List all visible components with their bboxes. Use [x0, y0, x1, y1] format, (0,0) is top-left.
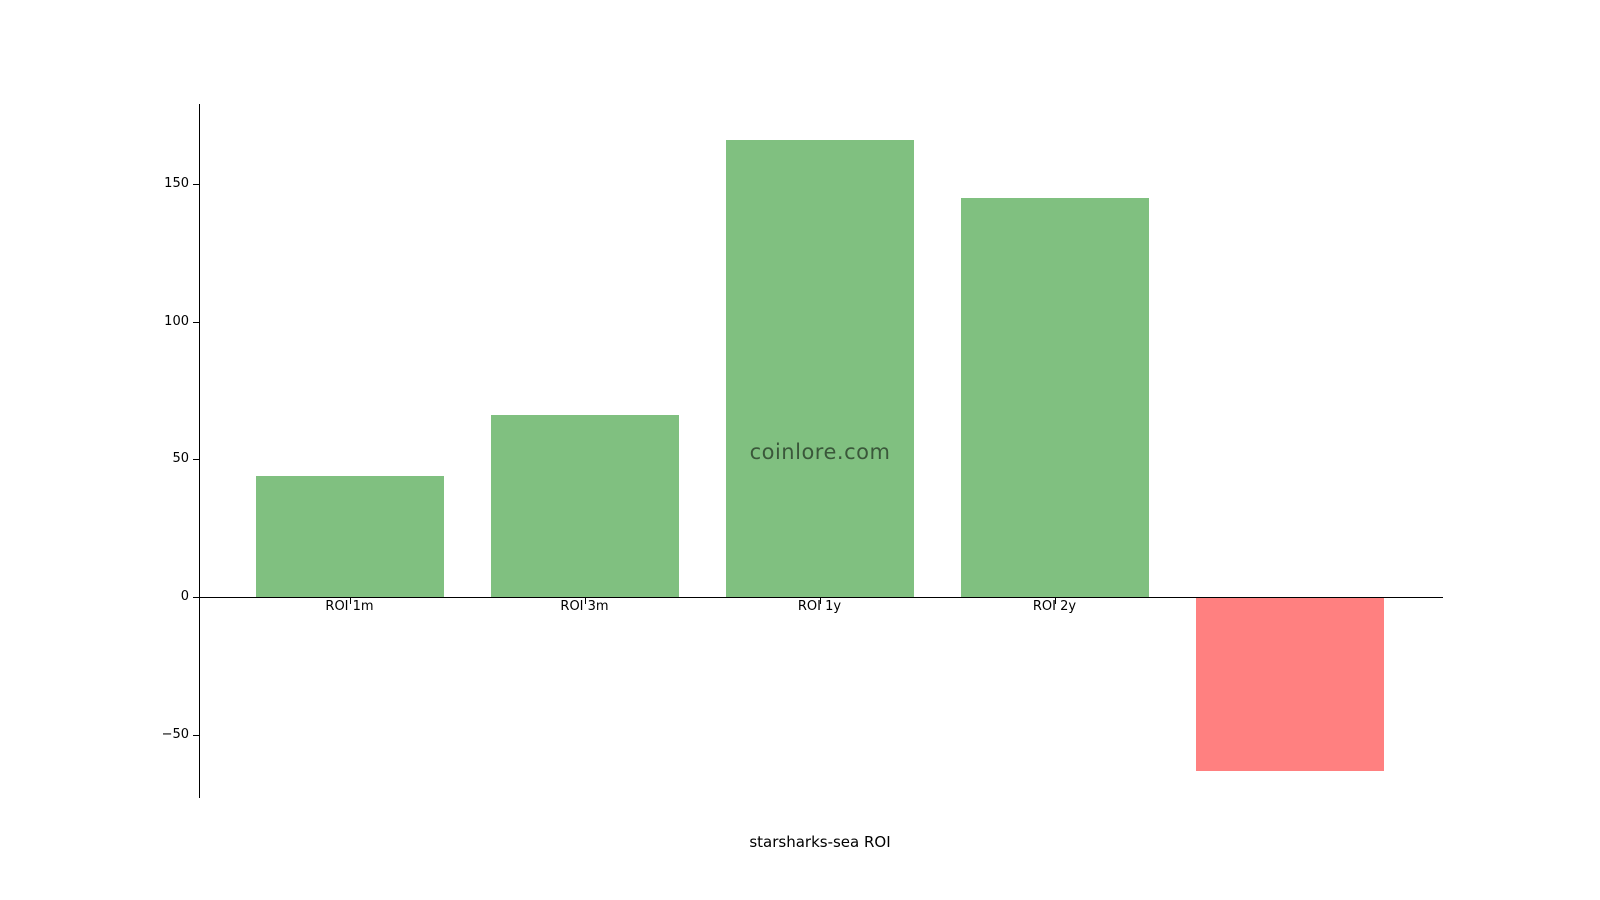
y-axis-spine — [199, 104, 200, 798]
x-tick-label: ROI 1y — [797, 599, 842, 614]
x-tick-mark — [819, 598, 821, 604]
bar-roi-2y — [960, 197, 1149, 597]
bar-roi-3m — [490, 415, 679, 597]
x-tick-label: ROI 3m — [560, 599, 609, 614]
bar-roi-1y — [725, 140, 914, 597]
x-axis-line — [200, 597, 1443, 598]
y-tick-label: 50 — [172, 451, 189, 467]
y-tick-mark — [193, 459, 199, 461]
y-tick-mark — [193, 597, 199, 598]
x-tick-mark — [584, 598, 586, 604]
y-tick-label: 0 — [180, 589, 189, 604]
y-tick-label: 100 — [164, 313, 189, 329]
y-tick-mark — [193, 184, 199, 186]
watermark-text: coinlore.com — [749, 440, 891, 464]
chart-title: starsharks-sea ROI — [749, 833, 891, 851]
x-tick-label: ROI 2y — [1032, 599, 1077, 614]
y-tick-label: 150 — [164, 176, 189, 192]
y-tick-label: −50 — [161, 726, 189, 742]
bar-roi-1m — [255, 475, 444, 597]
x-tick-mark — [349, 598, 351, 604]
y-tick-mark — [193, 734, 199, 736]
bar-unlabeled-4 — [1195, 598, 1384, 772]
x-tick-label: ROI 1m — [325, 599, 374, 614]
y-tick-mark — [193, 321, 199, 323]
x-tick-mark — [1054, 598, 1056, 604]
